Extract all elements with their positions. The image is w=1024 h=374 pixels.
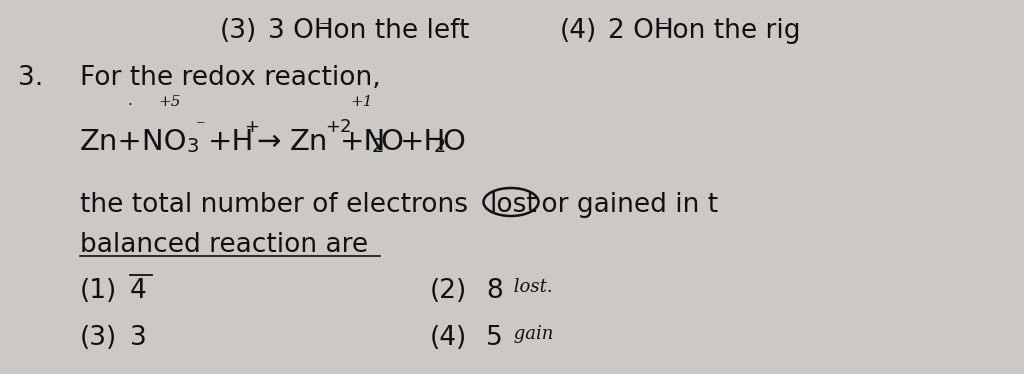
- Text: 3 OH: 3 OH: [268, 18, 334, 44]
- Text: the total number of electrons: the total number of electrons: [80, 192, 476, 218]
- Text: +: +: [244, 118, 259, 136]
- Text: 2 OH: 2 OH: [608, 18, 674, 44]
- Text: lost: lost: [490, 192, 538, 218]
- Text: lost.: lost.: [508, 278, 553, 296]
- Text: ⁻: ⁻: [196, 118, 206, 136]
- Text: For the redox reaction,: For the redox reaction,: [80, 65, 381, 91]
- Text: ⁻: ⁻: [318, 18, 330, 38]
- Text: 4: 4: [130, 278, 146, 304]
- Text: +H: +H: [208, 128, 254, 156]
- Text: O: O: [442, 128, 465, 156]
- Text: on the left: on the left: [325, 18, 469, 44]
- Text: (4): (4): [430, 325, 467, 351]
- Text: 3: 3: [130, 325, 146, 351]
- Text: +5: +5: [158, 95, 180, 109]
- Text: O: O: [380, 128, 402, 156]
- Text: 3: 3: [187, 137, 200, 156]
- Text: Zn+NO: Zn+NO: [80, 128, 187, 156]
- Text: (3): (3): [80, 325, 118, 351]
- Text: +N: +N: [340, 128, 386, 156]
- Text: on the rig: on the rig: [664, 18, 801, 44]
- Text: or gained in t: or gained in t: [534, 192, 718, 218]
- Text: (1): (1): [80, 278, 118, 304]
- Text: Zn: Zn: [290, 128, 329, 156]
- Text: (3): (3): [220, 18, 257, 44]
- Text: ·: ·: [127, 98, 132, 113]
- Text: 3.: 3.: [18, 65, 43, 91]
- Text: 8: 8: [486, 278, 503, 304]
- Text: balanced reaction are: balanced reaction are: [80, 232, 368, 258]
- Text: →: →: [256, 128, 281, 156]
- Text: 2: 2: [372, 137, 384, 156]
- Text: gain: gain: [508, 325, 553, 343]
- Text: +2: +2: [325, 118, 351, 136]
- Text: 2: 2: [434, 137, 446, 156]
- Text: (4): (4): [560, 18, 597, 44]
- Text: ⁻: ⁻: [657, 18, 669, 38]
- Text: +H: +H: [400, 128, 446, 156]
- Text: +1: +1: [350, 95, 373, 109]
- Text: 5: 5: [486, 325, 503, 351]
- Text: (2): (2): [430, 278, 467, 304]
